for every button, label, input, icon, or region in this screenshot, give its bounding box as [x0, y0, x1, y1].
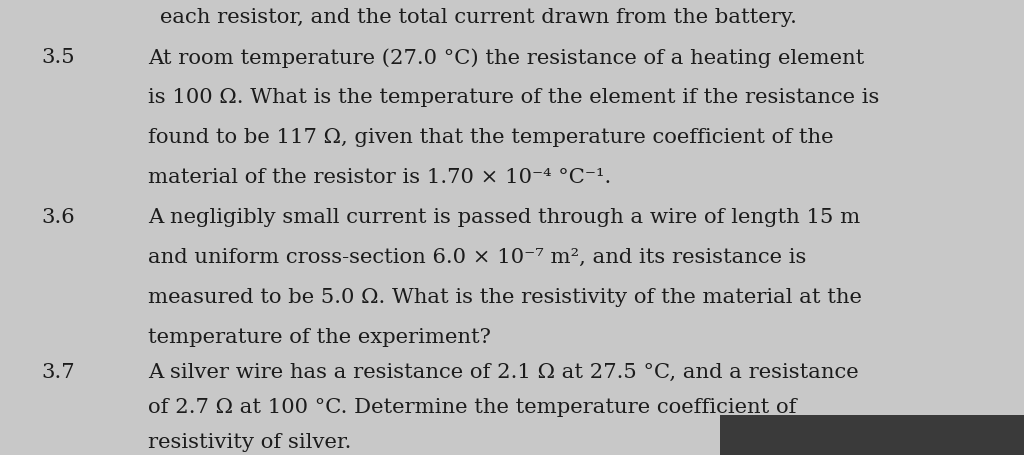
Text: and uniform cross-section 6.0 × 10⁻⁷ m², and its resistance is: and uniform cross-section 6.0 × 10⁻⁷ m²,… [148, 248, 807, 267]
Text: temperature of the experiment?: temperature of the experiment? [148, 328, 492, 347]
Text: A silver wire has a resistance of 2.1 Ω at 27.5 °C, and a resistance: A silver wire has a resistance of 2.1 Ω … [148, 363, 859, 382]
Text: of 2.7 Ω at 100 °C. Determine the temperature coefficient of: of 2.7 Ω at 100 °C. Determine the temper… [148, 398, 797, 417]
Text: At room temperature (27.0 °C) the resistance of a heating element: At room temperature (27.0 °C) the resist… [148, 48, 864, 68]
Bar [720, 415, 1024, 455]
Text: A negligibly small current is passed through a wire of length 15 m: A negligibly small current is passed thr… [148, 208, 861, 227]
Text: 3.7: 3.7 [41, 363, 75, 382]
Text: is 100 Ω. What is the temperature of the element if the resistance is: is 100 Ω. What is the temperature of the… [148, 88, 880, 107]
Text: material of the resistor is 1.70 × 10⁻⁴ °C⁻¹.: material of the resistor is 1.70 × 10⁻⁴ … [148, 168, 611, 187]
Text: 3.6: 3.6 [41, 208, 75, 227]
Text: resistivity of silver.: resistivity of silver. [148, 433, 352, 452]
Text: 3.5: 3.5 [41, 48, 75, 67]
Text: each resistor, and the total current drawn from the battery.: each resistor, and the total current dra… [133, 8, 797, 27]
Text: found to be 117 Ω, given that the temperature coefficient of the: found to be 117 Ω, given that the temper… [148, 128, 834, 147]
Text: measured to be 5.0 Ω. What is the resistivity of the material at the: measured to be 5.0 Ω. What is the resist… [148, 288, 862, 307]
